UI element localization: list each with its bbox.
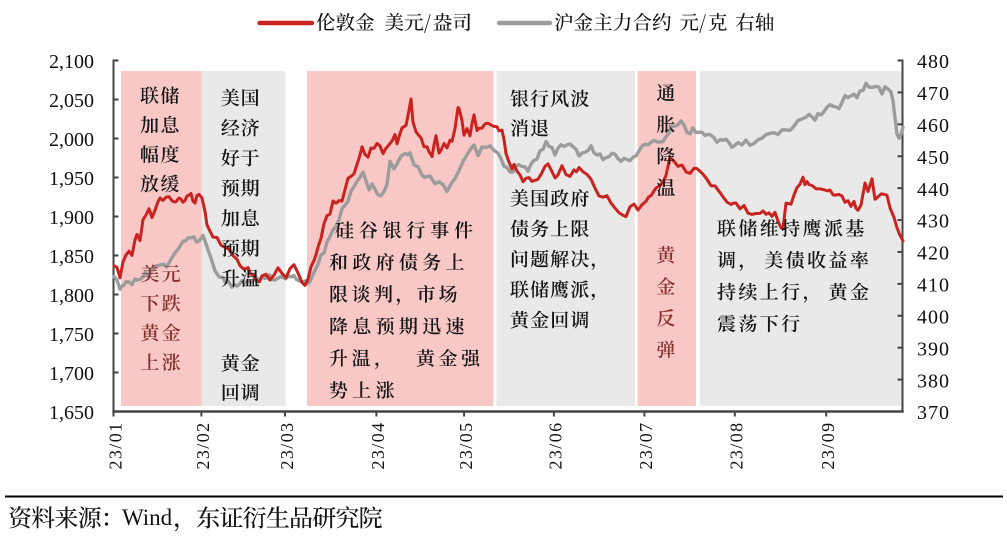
svg-text:1,950: 1,950: [49, 168, 94, 190]
svg-text:400: 400: [917, 307, 950, 329]
svg-text:480: 480: [917, 51, 950, 73]
svg-text:420: 420: [917, 243, 950, 265]
svg-text:1,750: 1,750: [49, 324, 94, 346]
svg-text:23/07: 23/07: [636, 421, 656, 469]
svg-text:Wind: Wind: [122, 505, 173, 530]
svg-text:430: 430: [917, 211, 950, 233]
svg-text:23/06: 23/06: [546, 421, 566, 469]
svg-text:1,850: 1,850: [49, 246, 94, 268]
svg-text:370: 370: [917, 402, 950, 424]
svg-text:1,700: 1,700: [49, 363, 94, 385]
svg-text:23/02: 23/02: [193, 421, 213, 469]
svg-text:2,050: 2,050: [49, 90, 94, 112]
svg-text:380: 380: [917, 370, 950, 392]
svg-text:23/01: 23/01: [105, 421, 125, 469]
svg-text:2,000: 2,000: [49, 129, 94, 151]
svg-text:1,650: 1,650: [49, 402, 94, 424]
svg-text:23/05: 23/05: [456, 421, 476, 469]
svg-text:23/03: 23/03: [277, 421, 297, 469]
svg-text:1,800: 1,800: [49, 285, 94, 307]
svg-text:470: 470: [917, 83, 950, 105]
svg-text:1,900: 1,900: [49, 207, 94, 229]
svg-text:450: 450: [917, 147, 950, 169]
svg-text:2,100: 2,100: [49, 51, 94, 73]
svg-text:440: 440: [917, 179, 950, 201]
svg-text:23/08: 23/08: [727, 421, 747, 469]
svg-text:410: 410: [917, 275, 950, 297]
svg-text:390: 390: [917, 338, 950, 360]
svg-text:23/04: 23/04: [368, 421, 388, 469]
svg-text:23/09: 23/09: [818, 421, 838, 469]
svg-text:460: 460: [917, 115, 950, 137]
